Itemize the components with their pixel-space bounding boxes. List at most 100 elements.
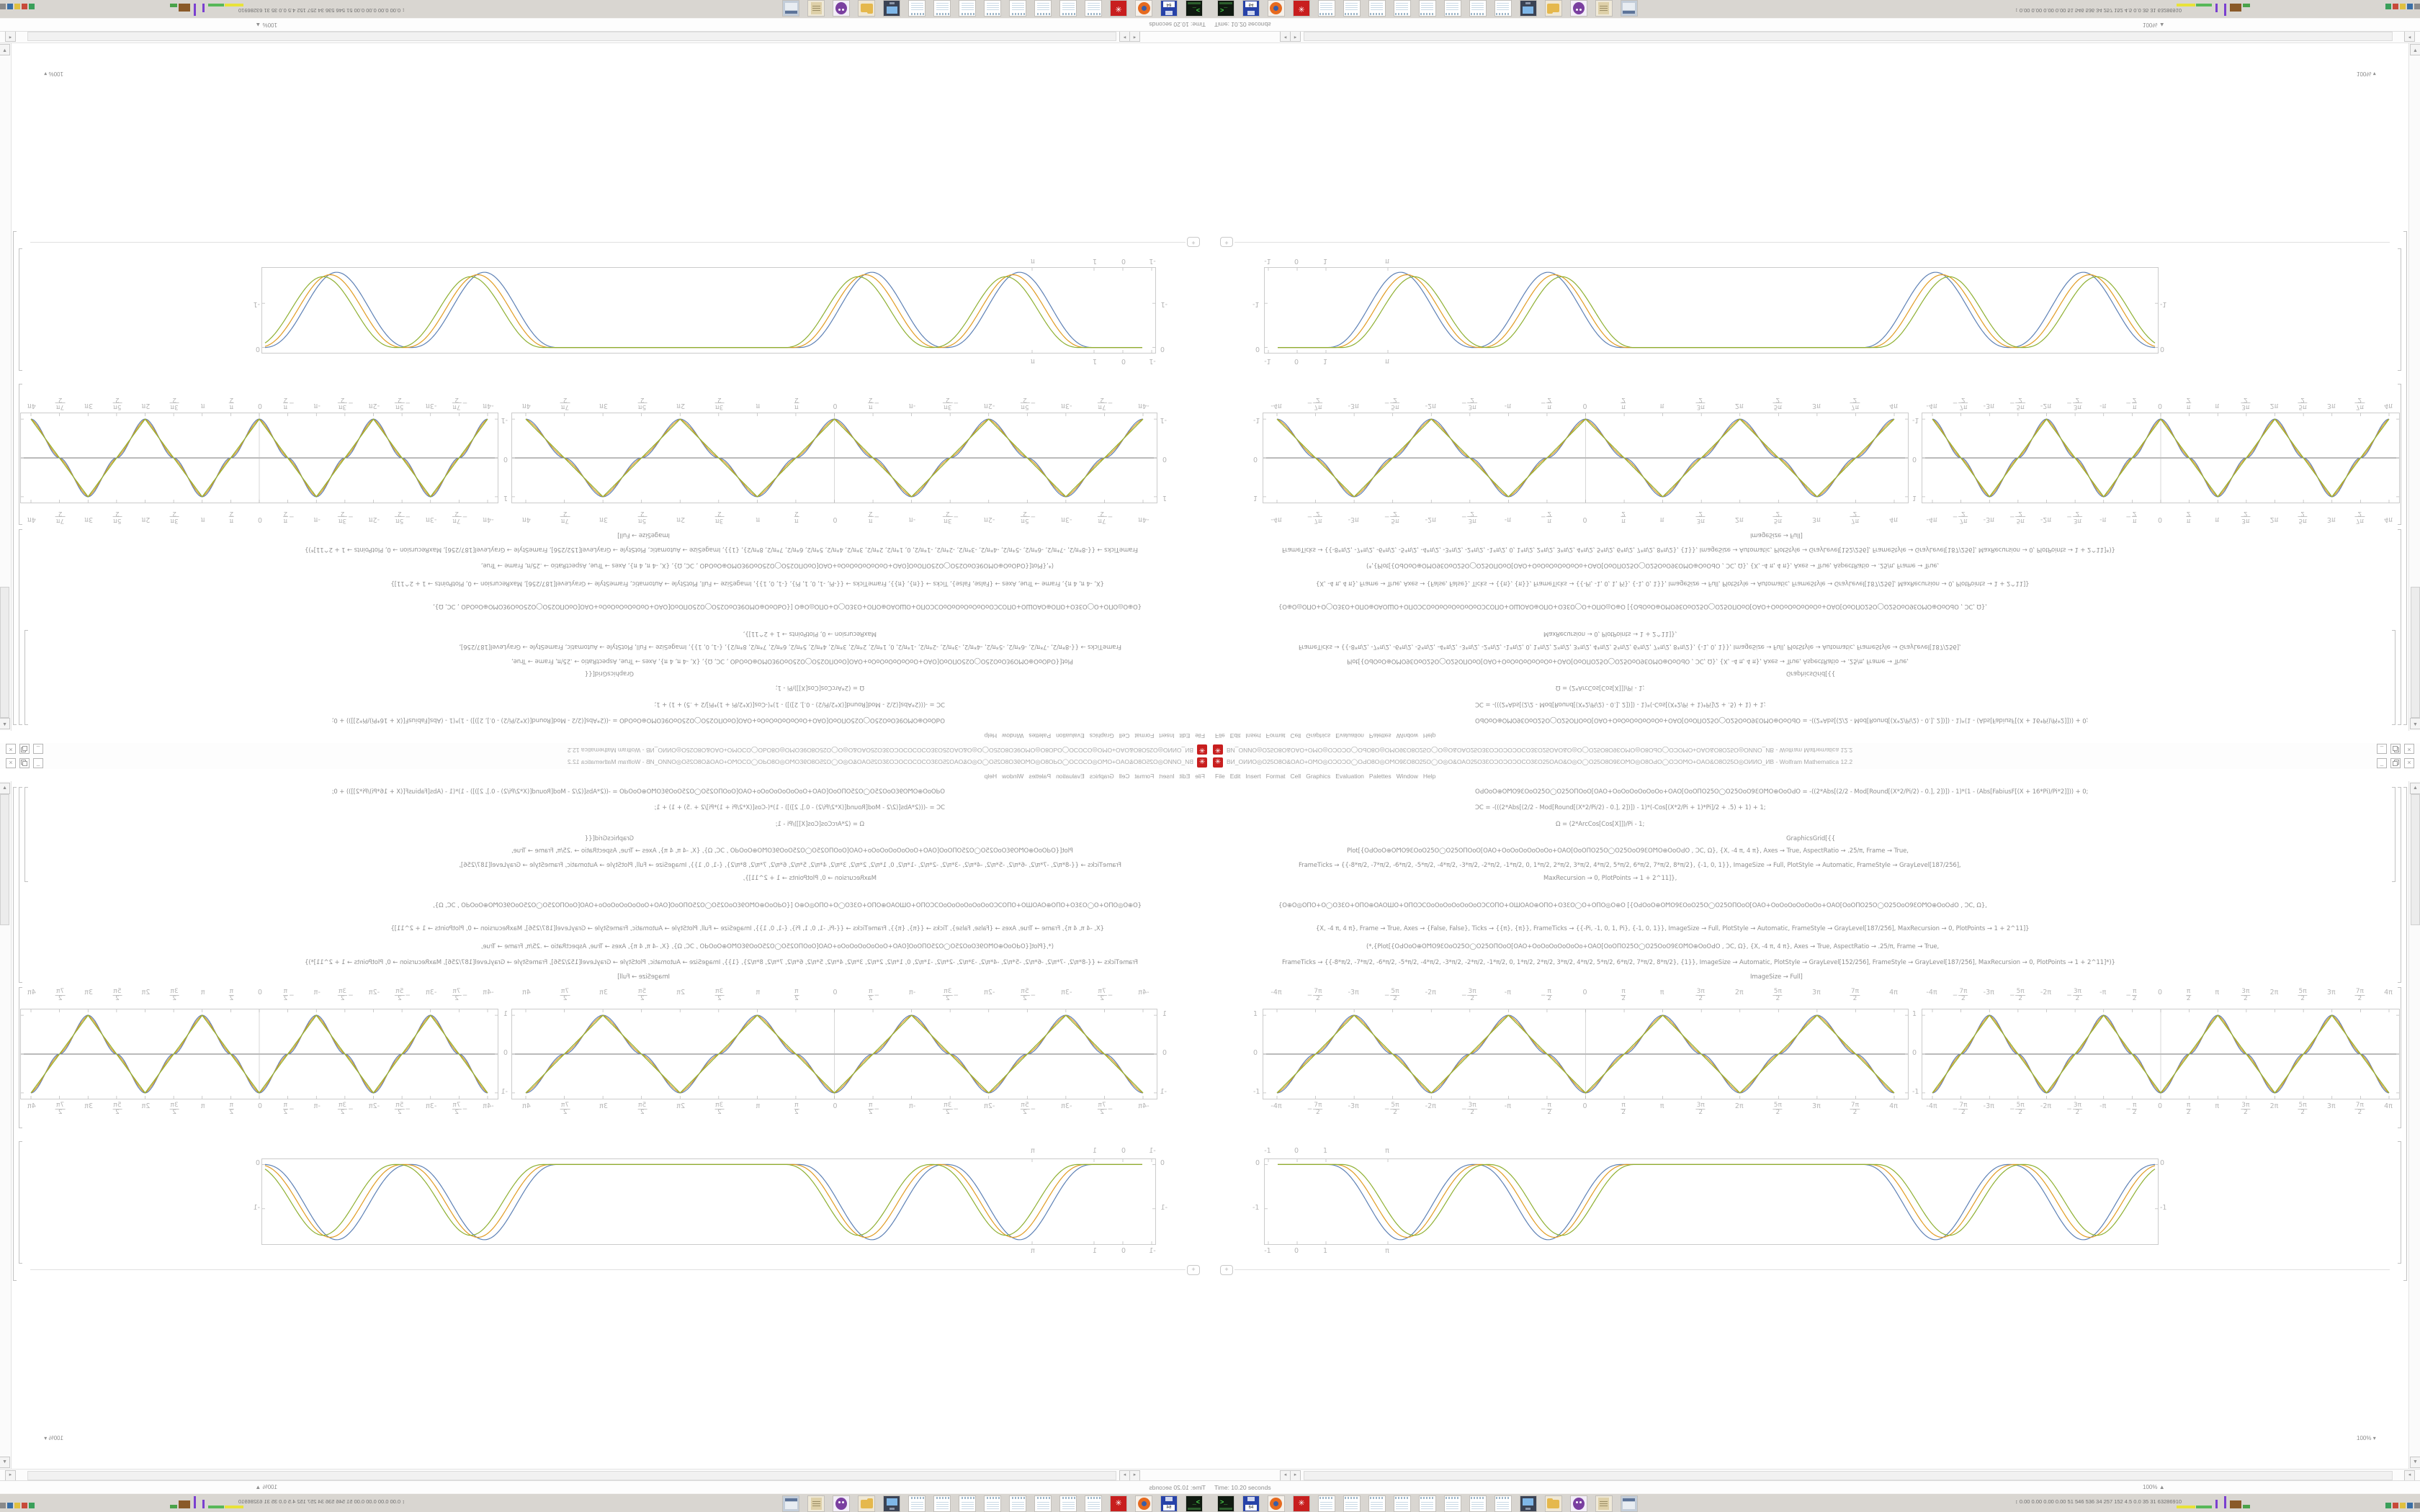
terminal-icon[interactable]: >_ xyxy=(1186,0,1203,17)
minimize-button[interactable]: _ xyxy=(33,758,43,768)
notepad-icon[interactable] xyxy=(1009,1495,1026,1512)
vertical-scroll-thumb[interactable] xyxy=(0,794,9,925)
notepad-icon[interactable] xyxy=(1368,1495,1386,1512)
window-icon[interactable] xyxy=(782,0,799,17)
menu-insert[interactable]: Insert xyxy=(1245,773,1261,780)
menu-help[interactable]: Help xyxy=(1422,732,1436,739)
close-button[interactable]: × xyxy=(2404,744,2414,754)
notepad-icon[interactable] xyxy=(1394,1495,1411,1512)
floppy-64-icon[interactable]: 64 xyxy=(1242,1495,1260,1512)
notepad-icon[interactable] xyxy=(1419,1495,1436,1512)
menu-palettes[interactable]: Palettes xyxy=(1368,773,1392,780)
menu-graphics[interactable]: Graphics xyxy=(1089,732,1114,739)
window-icon[interactable] xyxy=(782,1495,799,1512)
magnification-control[interactable]: 100% ▾ xyxy=(44,1435,63,1441)
tray-indicator[interactable] xyxy=(22,1503,27,1508)
hscroll-left-button[interactable]: ◂ xyxy=(1280,31,1291,42)
status-zoom-indicator[interactable]: 100% ▲ xyxy=(255,1484,277,1490)
menu-file[interactable]: File xyxy=(1195,773,1205,780)
cell-group-bracket[interactable] xyxy=(13,231,17,725)
menu-help[interactable]: Help xyxy=(1422,773,1436,780)
notebook-area[interactable]: ОԀОоО⊕ОϺО9ƐОоО25О◯О25ОΠОоО[ОΑО+ОоОоОоОоО… xyxy=(0,781,1210,1469)
window-icon[interactable] xyxy=(1621,0,1638,17)
notepad-icon[interactable] xyxy=(984,0,1001,17)
tray-indicator[interactable] xyxy=(7,4,13,9)
notepad-icon[interactable] xyxy=(1085,1495,1102,1512)
status-zoom-indicator[interactable]: 100% ▲ xyxy=(2143,1484,2165,1490)
notepad-icon[interactable] xyxy=(959,1495,976,1512)
folder-icon[interactable] xyxy=(858,0,875,17)
maximize-button[interactable] xyxy=(2390,744,2401,754)
input-cell-bracket[interactable] xyxy=(2398,787,2401,983)
output-cell-bracket-1[interactable] xyxy=(19,987,22,1128)
hscroll-right-button[interactable]: ▸ xyxy=(1119,1470,1130,1481)
owl-icon[interactable] xyxy=(833,0,850,17)
notebook-area[interactable]: ОԀОоО⊕ОϺО9ƐОоО25О◯О25ОΠОоО[ОΑО+ОоОоОоОоО… xyxy=(1210,43,2420,731)
magnification-control[interactable]: 100% ▾ xyxy=(44,71,63,77)
folder-icon[interactable] xyxy=(1545,0,1562,17)
close-button[interactable]: × xyxy=(2404,758,2414,768)
hscroll-end-button[interactable]: ◂ xyxy=(5,31,16,42)
close-button[interactable]: × xyxy=(6,744,16,754)
notepad-icon[interactable] xyxy=(1085,0,1102,17)
notepad-icon[interactable] xyxy=(1009,0,1026,17)
output-cell-bracket-1[interactable] xyxy=(2398,987,2401,1128)
monitor-icon[interactable] xyxy=(883,1495,900,1512)
tray-indicator[interactable] xyxy=(2385,1503,2391,1508)
menu-cell[interactable]: Cell xyxy=(1119,773,1130,780)
inner-cell-bracket[interactable] xyxy=(24,630,28,725)
hscroll-end-button[interactable]: ◂ xyxy=(5,1470,16,1481)
hscroll-end-button[interactable]: ◂ xyxy=(2404,1470,2415,1481)
maximize-button[interactable] xyxy=(19,758,30,768)
horizontal-scrollbar[interactable]: ◂ ▸ ◂ xyxy=(1210,1469,2420,1481)
menu-edit[interactable]: Edit xyxy=(1229,732,1241,739)
folder-icon[interactable] xyxy=(858,1495,875,1512)
output-cell-bracket-1[interactable] xyxy=(19,384,22,525)
notebook-area[interactable]: ОԀОоО⊕ОϺО9ƐОоО25О◯О25ОΠОоО[ОΑО+ОоОоОоОоО… xyxy=(1210,781,2420,1469)
notepad-icon[interactable] xyxy=(1444,0,1461,17)
output-cell-bracket-2[interactable] xyxy=(19,1141,22,1264)
output-cell-bracket-2[interactable] xyxy=(2398,1141,2401,1264)
horizontal-scrollbar[interactable]: ◂ ▸ ◂ xyxy=(0,31,1210,43)
tray-indicator[interactable] xyxy=(2407,1503,2413,1508)
menu-edit[interactable]: Edit xyxy=(1179,732,1191,739)
notepad-icon[interactable] xyxy=(984,1495,1001,1512)
floppy-64-icon[interactable]: 64 xyxy=(1160,0,1178,17)
hscroll-right-button[interactable]: ▸ xyxy=(1119,31,1130,42)
menu-window[interactable]: Window xyxy=(1396,732,1418,739)
menu-cell[interactable]: Cell xyxy=(1119,732,1130,739)
notepad-icon[interactable] xyxy=(908,1495,926,1512)
horizontal-scrollbar[interactable]: ◂ ▸ ◂ xyxy=(1210,31,2420,43)
menu-format[interactable]: Format xyxy=(1134,773,1155,780)
vertical-scrollbar[interactable]: ▲ ▼ xyxy=(0,43,12,731)
insert-cell-button[interactable]: + xyxy=(1187,1265,1200,1275)
tray-indicator[interactable] xyxy=(7,1503,13,1508)
hscroll-end-button[interactable]: ◂ xyxy=(2404,31,2415,42)
notepad-icon[interactable] xyxy=(933,1495,951,1512)
tray-indicator[interactable] xyxy=(2400,4,2406,9)
menu-edit[interactable]: Edit xyxy=(1229,773,1241,780)
notepad-icon[interactable] xyxy=(1469,0,1487,17)
menu-window[interactable]: Window xyxy=(1002,732,1024,739)
notepad-icon[interactable] xyxy=(1318,1495,1335,1512)
scroll-up-button[interactable]: ▲ xyxy=(2410,783,2420,794)
notepad-icon[interactable] xyxy=(933,0,951,17)
inner-cell-bracket[interactable] xyxy=(24,787,28,882)
menu-insert[interactable]: Insert xyxy=(1159,732,1175,739)
vertical-scroll-thumb[interactable] xyxy=(2411,794,2420,925)
hscroll-right-button[interactable]: ▸ xyxy=(1290,1470,1301,1481)
tray-indicator[interactable] xyxy=(2400,1503,2406,1508)
magnification-control[interactable]: 100% ▾ xyxy=(2357,1435,2376,1441)
hscroll-left-button[interactable]: ◂ xyxy=(1129,31,1140,42)
inner-cell-bracket[interactable] xyxy=(2392,787,2396,882)
notepad-icon[interactable] xyxy=(959,0,976,17)
menu-format[interactable]: Format xyxy=(1134,732,1155,739)
scroll-down-button[interactable]: ▼ xyxy=(0,1457,10,1468)
window-titlebar[interactable]: ✳ ВИ_ОИИО◎О25О8О&ОΑО+ОϺО◎ОϽОϽО◯ОԀО8О◎ОϺО… xyxy=(0,742,1210,756)
scroll-up-button[interactable]: ▲ xyxy=(2410,718,2420,729)
notebook-area[interactable]: ОԀОоО⊕ОϺО9ƐОоО25О◯О25ОΠОоО[ОΑО+ОоОоОоОоО… xyxy=(0,43,1210,731)
menu-format[interactable]: Format xyxy=(1265,732,1286,739)
maximize-button[interactable] xyxy=(19,744,30,754)
menu-file[interactable]: File xyxy=(1215,773,1225,780)
menu-window[interactable]: Window xyxy=(1002,773,1024,780)
